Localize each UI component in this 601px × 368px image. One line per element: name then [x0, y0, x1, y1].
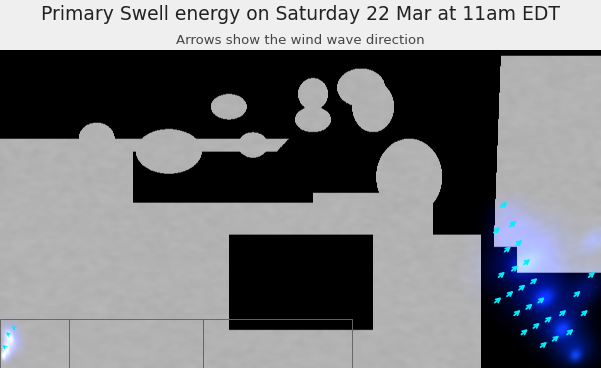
Text: Primary Swell energy on Saturday 22 Mar at 11am EDT: Primary Swell energy on Saturday 22 Mar … — [41, 6, 560, 24]
Bar — [69, 319, 203, 368]
Text: Arrows show the wind wave direction: Arrows show the wind wave direction — [176, 34, 425, 47]
Bar — [203, 319, 352, 368]
Bar — [0, 319, 69, 368]
